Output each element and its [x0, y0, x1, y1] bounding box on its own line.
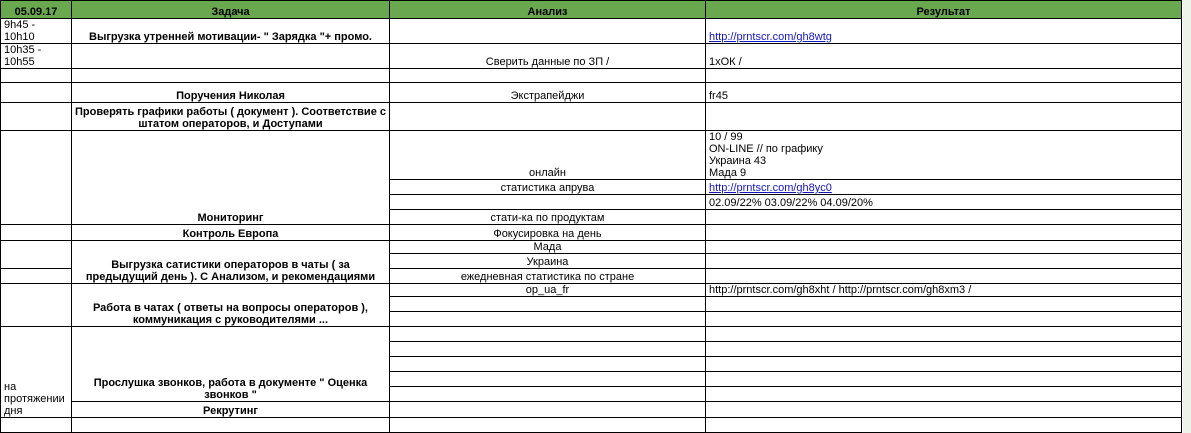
cell-analysis[interactable]: [389, 341, 706, 357]
cell-analysis[interactable]: [389, 386, 706, 402]
cell-time[interactable]: [0, 224, 72, 241]
cell-analysis[interactable]: [389, 18, 706, 44]
cell-result[interactable]: [705, 356, 1182, 372]
cell-time[interactable]: [0, 268, 72, 284]
cell-result[interactable]: [705, 268, 1182, 284]
cell-time[interactable]: [0, 68, 72, 83]
cell-analysis[interactable]: онлайн: [389, 130, 706, 180]
table-row: Работа в чатах ( ответы на вопросы опера…: [0, 283, 1182, 327]
cell-analysis[interactable]: [389, 417, 706, 433]
cell-time[interactable]: [0, 82, 72, 103]
cell-analysis[interactable]: [389, 326, 706, 342]
cell-time[interactable]: 9h45 - 10h10: [0, 18, 72, 44]
cell-result[interactable]: [705, 296, 1182, 312]
header-cell-task[interactable]: Задача: [71, 0, 390, 19]
cell-result[interactable]: [705, 401, 1182, 418]
cell-task[interactable]: Выгрузка сатистики операторов в чаты ( з…: [71, 240, 390, 284]
cell-time[interactable]: [0, 417, 72, 433]
cell-result[interactable]: [705, 417, 1182, 433]
table-row: на протяжении дня Прослушка звонков, раб…: [0, 326, 1182, 418]
cell-result[interactable]: 10 / 99 ON-LINE // по графику Украина 43…: [705, 130, 1182, 180]
cell-result[interactable]: 1хОК /: [705, 43, 1182, 69]
cell-analysis[interactable]: Украина: [389, 253, 706, 269]
cell-analysis[interactable]: Фокусировка на день: [389, 224, 706, 241]
cell-time[interactable]: [0, 130, 72, 225]
table-row: Поручения Николая Экстрапейджи fr45: [0, 82, 1182, 103]
cell-task[interactable]: [71, 43, 390, 69]
cell-analysis[interactable]: [389, 68, 706, 83]
table-row: Выгрузка сатистики операторов в чаты ( з…: [0, 240, 1182, 284]
cell-task[interactable]: Прослушка звонков, работа в документе " …: [71, 326, 390, 402]
cell-result[interactable]: [705, 386, 1182, 402]
cell-result[interactable]: [705, 371, 1182, 387]
table-row: стати-ка по продуктам: [1, 209, 1182, 225]
cell-time[interactable]: на протяжении дня: [0, 326, 72, 418]
cell-analysis[interactable]: Сверить данные по ЗП /: [389, 43, 706, 69]
table-row: [1, 296, 1182, 312]
cell-result[interactable]: [705, 326, 1182, 342]
cell-analysis[interactable]: [389, 371, 706, 387]
cell-task[interactable]: Выгрузка утренней мотивации- " Зарядка "…: [71, 18, 390, 44]
cell-analysis[interactable]: Экстрапейджи: [389, 82, 706, 103]
cell-time[interactable]: 10h35 - 10h55: [0, 43, 72, 69]
table-header-row: 05.09.17 Задача Анализ Результат: [0, 0, 1182, 19]
header-cell-date[interactable]: 05.09.17: [0, 0, 72, 19]
cell-analysis[interactable]: [389, 401, 706, 418]
table-row: Мониторинг онлайн 10 / 99 ON-LINE // по …: [0, 130, 1182, 225]
cell-result[interactable]: [705, 102, 1182, 131]
table-row: Рекрутинг: [1, 401, 1182, 418]
table-row: ежедневная статистика по стране: [0, 268, 1182, 284]
cell-analysis[interactable]: [389, 102, 706, 131]
table-row: [1, 386, 1182, 402]
cell-result[interactable]: [705, 224, 1182, 241]
cell-result[interactable]: http://prntscr.com/gh8wtg: [705, 18, 1182, 44]
cell-result[interactable]: [705, 240, 1182, 254]
cell-task[interactable]: Мониторинг: [71, 130, 390, 225]
table-row: 02.09/22% 03.09/22% 04.09/20%: [1, 194, 1182, 210]
cell-task[interactable]: Контроль Европа: [71, 224, 390, 241]
cell-task[interactable]: Поручения Николая: [71, 82, 390, 103]
cell-task[interactable]: Работа в чатах ( ответы на вопросы опера…: [71, 283, 390, 327]
cell-time[interactable]: [0, 240, 72, 269]
cell-result[interactable]: 02.09/22% 03.09/22% 04.09/20%: [705, 194, 1182, 210]
result-link[interactable]: http://prntscr.com/gh8yc0: [709, 182, 832, 194]
cell-analysis[interactable]: Мада: [389, 240, 706, 254]
cell-analysis[interactable]: [389, 194, 706, 210]
cell-analysis[interactable]: ежедневная статистика по стране: [389, 268, 706, 284]
cell-task[interactable]: Рекрутинг: [71, 401, 390, 418]
cell-analysis[interactable]: [389, 356, 706, 372]
header-cell-result[interactable]: Результат: [705, 0, 1182, 19]
cell-result[interactable]: [705, 253, 1182, 269]
table-row: 9h45 - 10h10 Выгрузка утренней мотивации…: [0, 18, 1182, 44]
table-row: 10h35 - 10h55 Сверить данные по ЗП / 1хО…: [0, 43, 1182, 69]
cell-task[interactable]: [71, 417, 390, 433]
cell-result[interactable]: http://prntscr.com/gh8yc0: [705, 179, 1182, 195]
cell-result[interactable]: [705, 311, 1182, 327]
table-row: Контроль Европа Фокусировка на день: [0, 224, 1182, 241]
cell-task[interactable]: Проверять графики работы ( документ ). С…: [71, 102, 390, 131]
cell-result[interactable]: fr45: [705, 82, 1182, 103]
cell-result[interactable]: [705, 209, 1182, 225]
cell-analysis[interactable]: статистика апрува: [389, 179, 706, 195]
cell-analysis[interactable]: стати-ка по продуктам: [389, 209, 706, 225]
cell-time[interactable]: [0, 102, 72, 131]
cell-analysis[interactable]: op_ua_fr: [389, 283, 706, 297]
result-link[interactable]: http://prntscr.com/gh8wtg: [709, 31, 832, 43]
cell-analysis[interactable]: [389, 311, 706, 327]
table-row: Проверять графики работы ( документ ). С…: [0, 102, 1182, 131]
cell-result[interactable]: [705, 341, 1182, 357]
table-row: [0, 417, 1182, 433]
cell-analysis[interactable]: [389, 296, 706, 312]
cell-time[interactable]: [0, 283, 72, 327]
cell-task[interactable]: [71, 68, 390, 83]
cell-result[interactable]: http://prntscr.com/gh8xht / http://prnts…: [705, 283, 1182, 297]
table-row: [0, 68, 1182, 83]
cell-result[interactable]: [705, 68, 1182, 83]
header-cell-analysis[interactable]: Анализ: [389, 0, 706, 19]
